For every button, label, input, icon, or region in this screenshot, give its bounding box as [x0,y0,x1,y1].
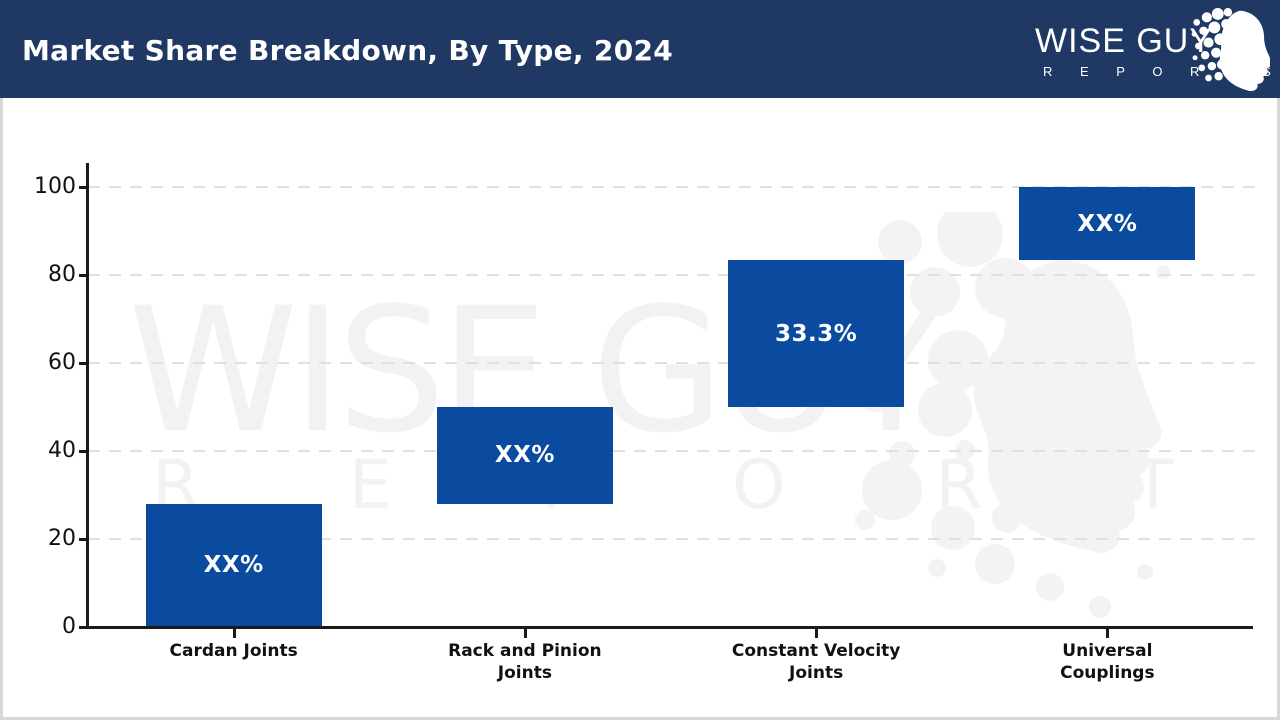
x-axis-line [86,626,1253,629]
bar-segment: 33.3% [728,260,905,407]
y-tick-label: 80 [48,262,76,287]
y-tick-mark [79,626,88,629]
y-tick-label: 40 [48,438,76,463]
dotted-head-profile-icon [1191,8,1270,91]
header-bar: Market Share Breakdown, By Type, 2024 WI… [0,0,1280,98]
x-category-label: Rack and Pinion Joints [448,641,602,683]
bar-segment: XX% [145,503,322,627]
bar-value-label: XX% [494,442,555,469]
y-axis-line [86,163,89,629]
y-tick-mark [79,450,88,453]
x-category-label: Universal Couplings [1060,641,1155,683]
x-tick-mark [815,629,819,638]
y-tick-mark [79,538,88,541]
x-tick-mark [1106,629,1110,638]
y-gridline [88,274,1256,276]
y-tick-label: 60 [48,350,76,375]
x-tick-mark [232,629,236,638]
y-tick-label: 100 [34,174,76,199]
bar-value-label: XX% [203,552,264,579]
y-tick-mark [79,186,88,189]
x-tick-mark [523,629,527,638]
y-tick-label: 20 [48,526,76,551]
page-title: Market Share Breakdown, By Type, 2024 [22,34,674,67]
y-tick-label: 0 [62,614,76,639]
y-gridline [88,538,1256,540]
bar-segment: XX% [436,407,613,504]
y-tick-mark [79,274,88,277]
brand-logo: WISE GUY R E P O R T S [1017,4,1272,94]
y-gridline [88,450,1256,452]
bar-value-label: XX% [1077,210,1138,237]
bar-value-label: 33.3% [774,320,858,347]
y-gridline [88,362,1256,364]
x-category-label: Cardan Joints [169,641,298,661]
y-gridline [88,186,1256,188]
y-tick-mark [79,362,88,365]
content-frame [0,98,1280,720]
bar-segment: XX% [1019,187,1196,261]
x-category-label: Constant Velocity Joints [731,641,901,683]
logo-brand-text: WISE GUY [1035,22,1214,60]
